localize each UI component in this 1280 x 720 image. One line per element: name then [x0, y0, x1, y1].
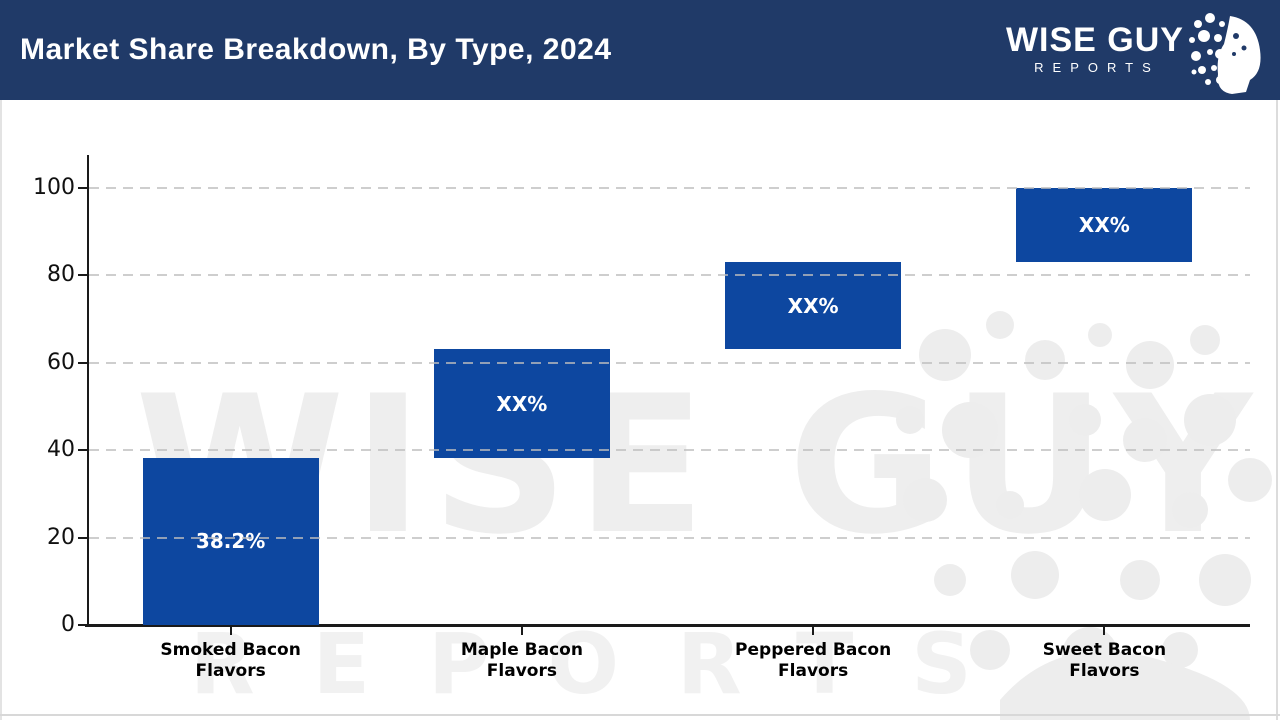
gridline: [89, 536, 1250, 539]
y-tick-label: 40: [47, 437, 75, 462]
y-tick-label: 80: [47, 262, 75, 287]
y-tick-mark: [78, 186, 87, 189]
bar-value-label: XX%: [496, 391, 548, 416]
brand-name: WISE GUY: [1005, 21, 1184, 59]
y-tick-mark: [78, 274, 87, 276]
left-edge-line: [0, 100, 2, 720]
x-tick-mark: [520, 627, 523, 635]
y-tick-label: 60: [47, 349, 75, 375]
gridline: [89, 449, 1250, 451]
y-tick-mark: [78, 624, 87, 626]
x-category-label: Smoked Bacon Flavors: [160, 640, 301, 681]
gridline: [89, 186, 1250, 189]
x-category-label: Maple Bacon Flavors: [460, 640, 583, 681]
header-bar: Market Share Breakdown, By Type, 2024 WI…: [0, 0, 1280, 100]
page-title: Market Share Breakdown, By Type, 2024: [20, 33, 612, 66]
brand-head-icon: [1189, 13, 1261, 94]
y-tick-label: 0: [61, 612, 75, 637]
brand-logo-text: WISE GUY REPORTS: [1006, 22, 1184, 75]
x-tick-mark: [812, 627, 815, 635]
x-tick-mark: [229, 627, 232, 635]
bar-2: XX%: [433, 349, 610, 458]
y-tick-label: 100: [33, 174, 75, 200]
brand-subname: REPORTS: [1034, 60, 1160, 75]
gridline: [89, 274, 1250, 276]
gridline: [89, 361, 1250, 364]
bar-1: 38.2%: [142, 457, 319, 625]
y-tick-mark: [78, 361, 87, 364]
y-tick-label: 20: [47, 524, 75, 550]
x-category-label: Peppered Bacon Flavors: [735, 640, 892, 681]
x-axis-line: [85, 624, 1250, 627]
bar-value-label: 38.2%: [195, 529, 266, 554]
bottom-edge-line: [0, 714, 1280, 716]
x-category-label: Sweet Bacon Flavors: [1042, 640, 1167, 681]
y-tick-mark: [78, 536, 87, 539]
y-tick-mark: [78, 449, 87, 451]
y-axis-line: [87, 155, 89, 627]
bar-value-label: XX%: [1078, 212, 1130, 237]
bar-4: XX%: [1016, 187, 1193, 262]
bar-value-label: XX%: [787, 293, 839, 318]
right-edge-line: [1276, 100, 1278, 720]
bar-3: XX%: [725, 261, 902, 350]
x-tick-mark: [1103, 627, 1106, 635]
brand-logo: WISE GUY REPORTS: [1006, 8, 1262, 94]
